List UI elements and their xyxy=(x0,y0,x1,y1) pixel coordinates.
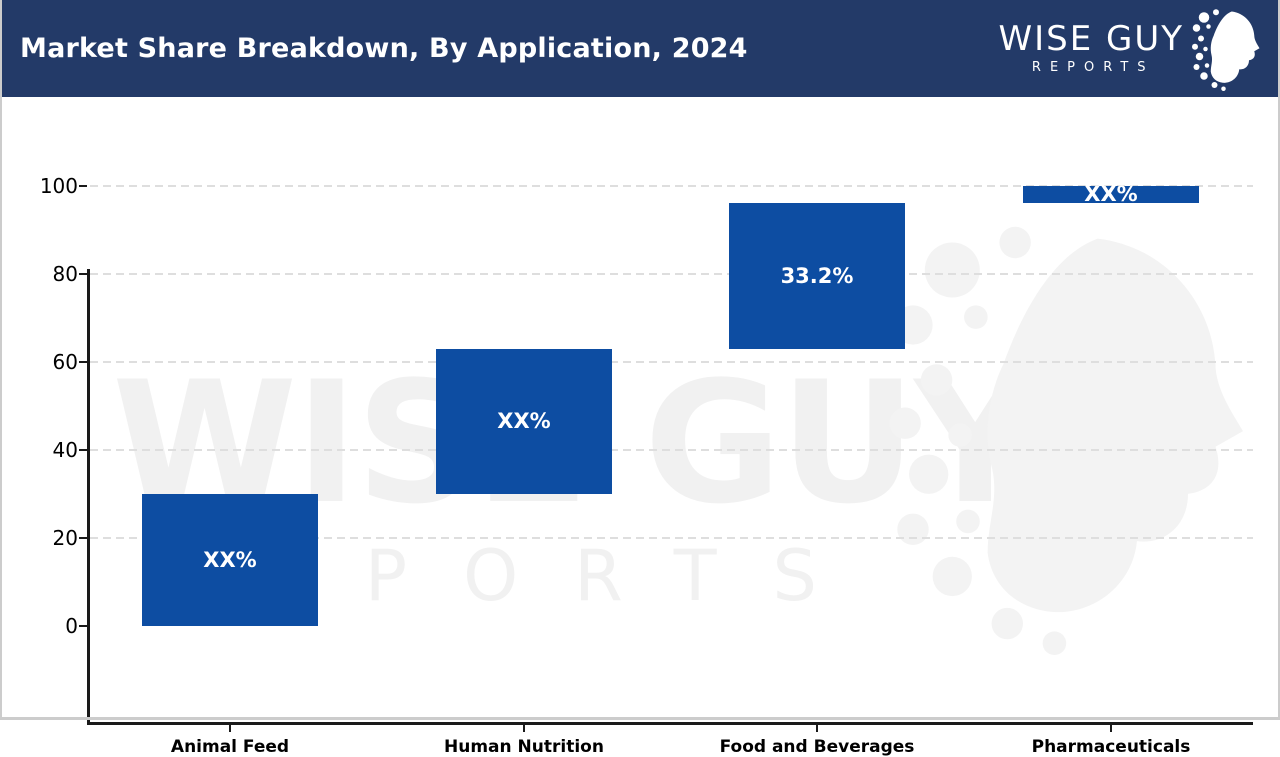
y-tick-label: 0 xyxy=(65,614,78,638)
dotted-head-profile-icon xyxy=(1190,7,1266,91)
bar-food-and-beverages: 33.2% xyxy=(729,202,905,349)
page-border-bottom xyxy=(0,717,1280,720)
y-tick-mark xyxy=(79,537,87,539)
x-category-label: Pharmaceuticals xyxy=(1031,737,1191,757)
header-bar: Market Share Breakdown, By Application, … xyxy=(0,0,1280,97)
bar-value-label: XX% xyxy=(497,409,551,434)
x-tick-mark xyxy=(1110,725,1112,732)
y-axis-line xyxy=(87,269,90,725)
y-tick-label: 40 xyxy=(52,438,78,462)
page-border-right xyxy=(1278,0,1280,720)
y-tick-mark xyxy=(79,625,87,627)
y-tick-label: 100 xyxy=(39,174,78,198)
y-tick-mark xyxy=(79,361,87,363)
x-category-label: Human Nutrition xyxy=(444,737,604,757)
y-tick-label: 80 xyxy=(52,262,78,286)
x-tick-mark xyxy=(816,725,818,732)
logo-text: WISE GUY REPORTS xyxy=(998,22,1184,75)
bar-human-nutrition: XX% xyxy=(436,348,612,494)
gridline xyxy=(90,537,1253,539)
gridline xyxy=(90,185,1253,187)
page-border-left xyxy=(0,0,2,720)
x-tick-mark xyxy=(229,725,231,732)
bar-value-label: 33.2% xyxy=(780,263,854,288)
wise-guy-reports-logo: WISE GUY REPORTS xyxy=(998,7,1266,91)
gridline xyxy=(90,449,1253,451)
x-axis-line xyxy=(87,722,1253,725)
y-tick-label: 20 xyxy=(52,526,78,550)
chart-area: WISE GUY REPORTS 0 20 40 60 80 100 XX% Animal F… xyxy=(0,97,1280,757)
gridline xyxy=(90,273,1253,275)
x-category-label: Food and Beverages xyxy=(719,737,915,757)
y-tick-mark xyxy=(79,449,87,451)
gridline xyxy=(90,361,1253,363)
x-tick-mark xyxy=(523,725,525,732)
y-tick-mark xyxy=(79,185,87,187)
y-tick-mark xyxy=(79,273,87,275)
page-title: Market Share Breakdown, By Application, … xyxy=(20,33,748,64)
logo-sub-text: REPORTS xyxy=(1031,60,1155,75)
bar-animal-feed: XX% xyxy=(142,494,318,626)
y-tick-label: 60 xyxy=(52,350,78,374)
logo-name-text: WISE GUY xyxy=(998,19,1184,59)
bar-value-label: XX% xyxy=(203,548,257,572)
bar-value-label: XX% xyxy=(1084,182,1138,207)
bar-pharmaceuticals: XX% xyxy=(1023,182,1199,206)
x-category-label: Animal Feed xyxy=(170,737,290,757)
plot-area: 0 20 40 60 80 100 XX% Animal Feed XX% Human Nutri… xyxy=(0,97,1280,757)
